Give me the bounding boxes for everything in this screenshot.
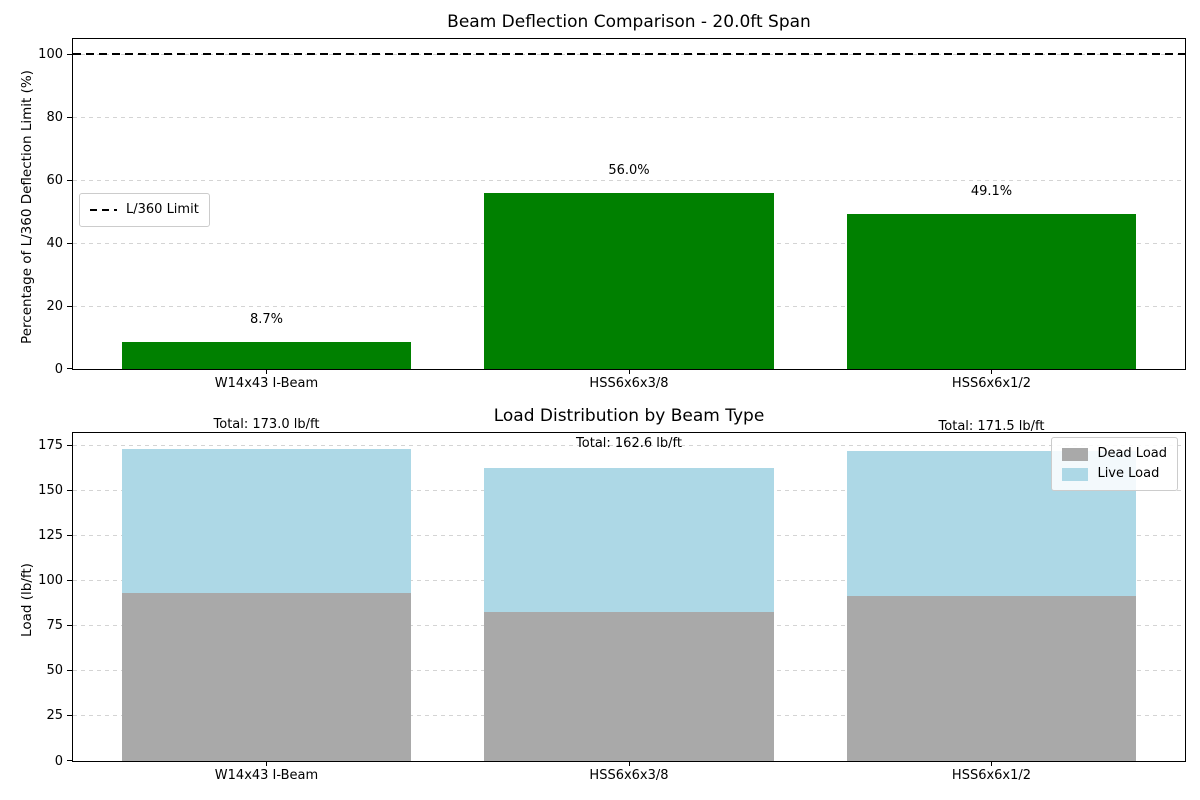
legend-label: Dead Load [1097,446,1167,461]
y-tick-mark [67,670,72,672]
x-tick-mark [991,761,992,766]
bar-segment-dead-load-w14x43-i-beam [121,593,412,761]
y-tick-mark [67,760,72,761]
legend-label: Live Load [1097,466,1160,482]
legend-label: L/360 Limit [126,202,199,217]
y-tick-label: 25 [46,708,63,724]
total-label-hss6x6x3-8: Total: 162.6 lb/ft [576,435,682,451]
gridline-60 [73,179,1185,181]
load-chart-plot-area: Dead Load Live Load 0 25 50 75 100 125 150 175 W… [38,417,1186,783]
load-chart-title: Load Distribution by Beam Type [493,406,765,426]
gridline-80 [73,116,1185,118]
y-tick-mark [67,489,72,491]
bar-hss6x6x3-8 [484,192,774,369]
y-tick-label: 60 [46,172,63,188]
x-tick-label-hss6x6x3-8: HSS6x6x3/8 [589,376,669,391]
x-tick-mark [628,369,630,374]
bar-segment-live-load-w14x43-i-beam [121,448,412,594]
l360-limit-reference-line [73,53,1185,56]
gridline-175 [73,444,1185,446]
total-label-w14x43-i-beam: Total: 173.0 lb/ft [213,416,320,432]
x-tick-mark [628,761,630,766]
x-tick-mark [991,369,992,374]
legend-entry-dead-load: Dead Load [1062,444,1167,464]
x-tick-label-hss6x6x1-2: HSS6x6x1/2 [951,768,1032,783]
deflection-chart-legend: L/360 Limit [79,193,210,228]
y-tick-mark [67,116,72,118]
dead-load-swatch-icon [1062,447,1089,461]
y-tick-mark [67,179,72,181]
value-label-hss6x6x1-2: 49.1% [970,184,1013,200]
y-tick-mark [67,368,72,369]
bar-segment-live-load-hss6x6x3-8 [484,467,774,612]
y-tick-label: 40 [46,235,63,251]
legend-entry-l360-limit: L/360 Limit [90,200,199,220]
y-tick-mark [67,579,72,581]
y-tick-label: 100 [38,572,63,588]
live-load-swatch-icon [1062,467,1089,481]
y-tick-mark [67,625,72,627]
y-tick-mark [67,444,72,446]
y-tick-label: 80 [46,109,63,125]
deflection-chart-plot-area: L/360 Limit 0 20 40 60 80 100 W14x43 I-Beam HSS… [38,38,1186,391]
y-tick-mark [67,305,72,307]
y-tick-label: 150 [38,482,63,498]
deflection-chart-title: Beam Deflection Comparison - 20.0ft Span [447,12,811,32]
bar-w14x43-i-beam [121,341,412,369]
y-tick-label: 75 [46,618,63,634]
y-tick-mark [67,242,72,244]
x-tick-mark [265,369,267,374]
y-tick-mark [67,53,72,55]
y-tick-label: 0 [54,753,63,769]
total-label-hss6x6x1-2: Total: 171.5 lb/ft [938,419,1045,435]
bar-hss6x6x1-2 [846,214,1137,369]
y-tick-mark [67,715,72,717]
bar-segment-dead-load-hss6x6x3-8 [484,611,774,761]
legend-entry-live-load: Live Load [1062,464,1167,484]
x-tick-label-hss6x6x1-2: HSS6x6x1/2 [951,376,1032,391]
y-tick-label: 20 [46,298,63,314]
y-tick-mark [67,534,72,536]
y-tick-label: 0 [54,361,63,377]
load-chart-legend: Dead Load Live Load [1051,437,1178,492]
x-tick-label-hss6x6x3-8: HSS6x6x3/8 [589,768,669,783]
x-tick-mark [265,761,267,766]
y-tick-label: 50 [46,663,63,679]
value-label-w14x43-i-beam: 8.7% [249,311,283,327]
x-tick-label-w14x43-i-beam: W14x43 I-Beam [214,768,319,783]
x-tick-label-w14x43-i-beam: W14x43 I-Beam [214,376,319,391]
value-label-hss6x6x3-8: 56.0% [608,162,650,178]
y-tick-label: 175 [38,437,63,453]
y-tick-label: 125 [38,527,63,543]
bar-segment-dead-load-hss6x6x1-2 [846,595,1137,761]
l360-limit-dashed-line-icon [90,209,117,212]
y-tick-label: 100 [38,46,63,62]
